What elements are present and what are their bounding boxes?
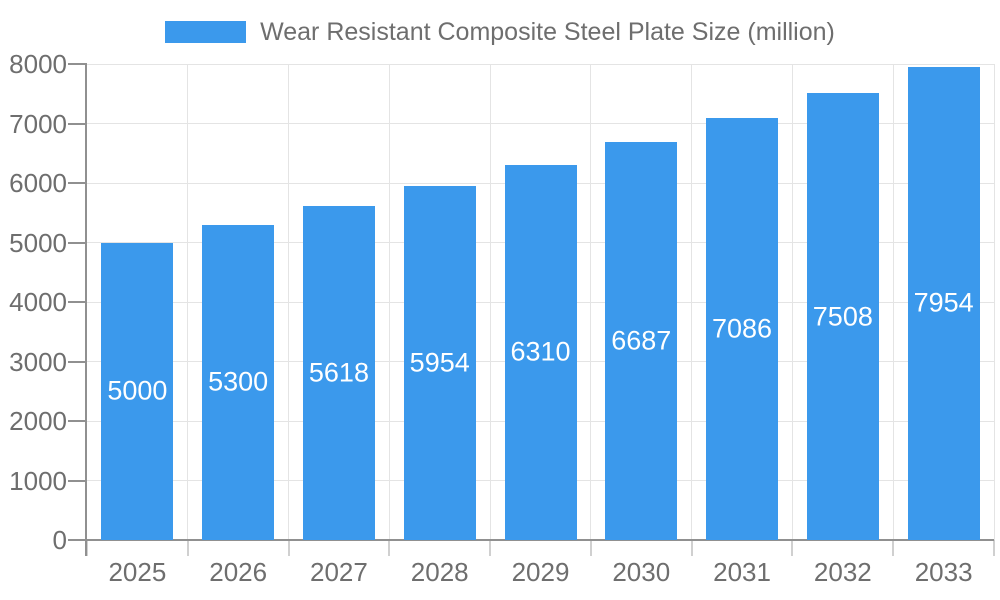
bar-value-label: 6310 <box>510 336 571 367</box>
legend-label: Wear Resistant Composite Steel Plate Siz… <box>260 18 835 46</box>
x-axis-tick <box>791 540 794 556</box>
x-axis-label: 2026 <box>209 557 268 587</box>
y-axis-tick <box>68 301 87 303</box>
y-axis-label: 6000 <box>9 168 67 198</box>
x-axis-tick <box>489 540 492 556</box>
x-axis-label: 2033 <box>914 557 973 587</box>
x-axis-tick <box>186 540 189 556</box>
x-axis-label: 2025 <box>108 557 167 587</box>
bar-2026[interactable]: 5300 <box>202 224 275 540</box>
chart-legend: Wear Resistant Composite Steel Plate Siz… <box>0 17 1000 47</box>
grid-line-vertical <box>388 64 390 540</box>
legend-item[interactable]: Wear Resistant Composite Steel Plate Siz… <box>165 17 835 47</box>
y-axis-label: 2000 <box>9 406 67 436</box>
bar-value-label: 7086 <box>712 313 773 344</box>
x-axis-label: 2029 <box>511 557 570 587</box>
grid-line-vertical <box>288 64 290 540</box>
grid-line-horizontal <box>87 123 994 124</box>
y-axis-label: 3000 <box>9 346 67 377</box>
x-axis-label: 2032 <box>813 557 872 587</box>
x-axis-tick <box>86 540 88 556</box>
y-axis-tick <box>68 122 87 125</box>
y-axis-label: 4000 <box>9 287 67 317</box>
grid-line-vertical <box>187 64 189 540</box>
x-axis-tick <box>388 540 391 556</box>
y-axis-tick <box>68 241 87 244</box>
x-axis-label: 2027 <box>310 557 368 587</box>
grid-line-vertical <box>791 64 793 540</box>
bar-value-label: 7954 <box>913 287 974 318</box>
y-axis-tick <box>68 420 87 422</box>
y-axis-label: 5000 <box>9 227 67 258</box>
grid-line-vertical <box>993 64 995 540</box>
grid-line-vertical <box>489 64 491 540</box>
y-axis-label: 1000 <box>9 465 67 496</box>
bar-2028[interactable]: 5954 <box>403 185 476 540</box>
bar-2030[interactable]: 6687 <box>605 142 678 540</box>
bar-value-label: 5000 <box>107 375 168 406</box>
x-axis-tick <box>287 540 290 556</box>
y-axis-tick <box>68 479 87 482</box>
x-axis-label: 2028 <box>410 557 469 587</box>
bar-2025[interactable]: 5000 <box>101 242 174 540</box>
x-axis-label: 2030 <box>612 557 671 587</box>
bar-2031[interactable]: 7086 <box>706 118 779 540</box>
bar-2033[interactable]: 7954 <box>907 66 980 540</box>
x-axis-label: 2031 <box>713 557 771 587</box>
grid-line-vertical <box>892 64 894 540</box>
y-axis-line <box>85 64 87 556</box>
y-axis-tick <box>68 360 87 363</box>
bar-value-label: 6687 <box>611 325 672 356</box>
x-axis-tick <box>690 540 693 556</box>
bar-value-label: 5618 <box>308 357 369 388</box>
x-axis-tick <box>892 540 895 556</box>
legend-swatch-icon <box>165 21 247 43</box>
bar-2032[interactable]: 7508 <box>806 93 879 540</box>
bar-2029[interactable]: 6310 <box>504 164 577 540</box>
y-axis-label: 8000 <box>9 49 67 79</box>
y-axis-label: 7000 <box>9 108 67 139</box>
x-axis-tick <box>589 540 592 556</box>
bar-value-label: 5300 <box>208 366 269 397</box>
grid-line-horizontal <box>87 63 994 65</box>
bar-value-label: 7508 <box>812 301 873 332</box>
grid-line-vertical <box>590 64 592 540</box>
x-axis-line <box>68 539 994 541</box>
y-axis-tick <box>68 182 87 184</box>
bar-value-label: 5954 <box>409 347 470 378</box>
grid-line-vertical <box>691 64 693 540</box>
y-axis-label: 0 <box>52 525 67 555</box>
bar-2027[interactable]: 5618 <box>302 205 375 540</box>
x-axis-tick <box>993 540 995 556</box>
y-axis-tick <box>68 63 87 65</box>
